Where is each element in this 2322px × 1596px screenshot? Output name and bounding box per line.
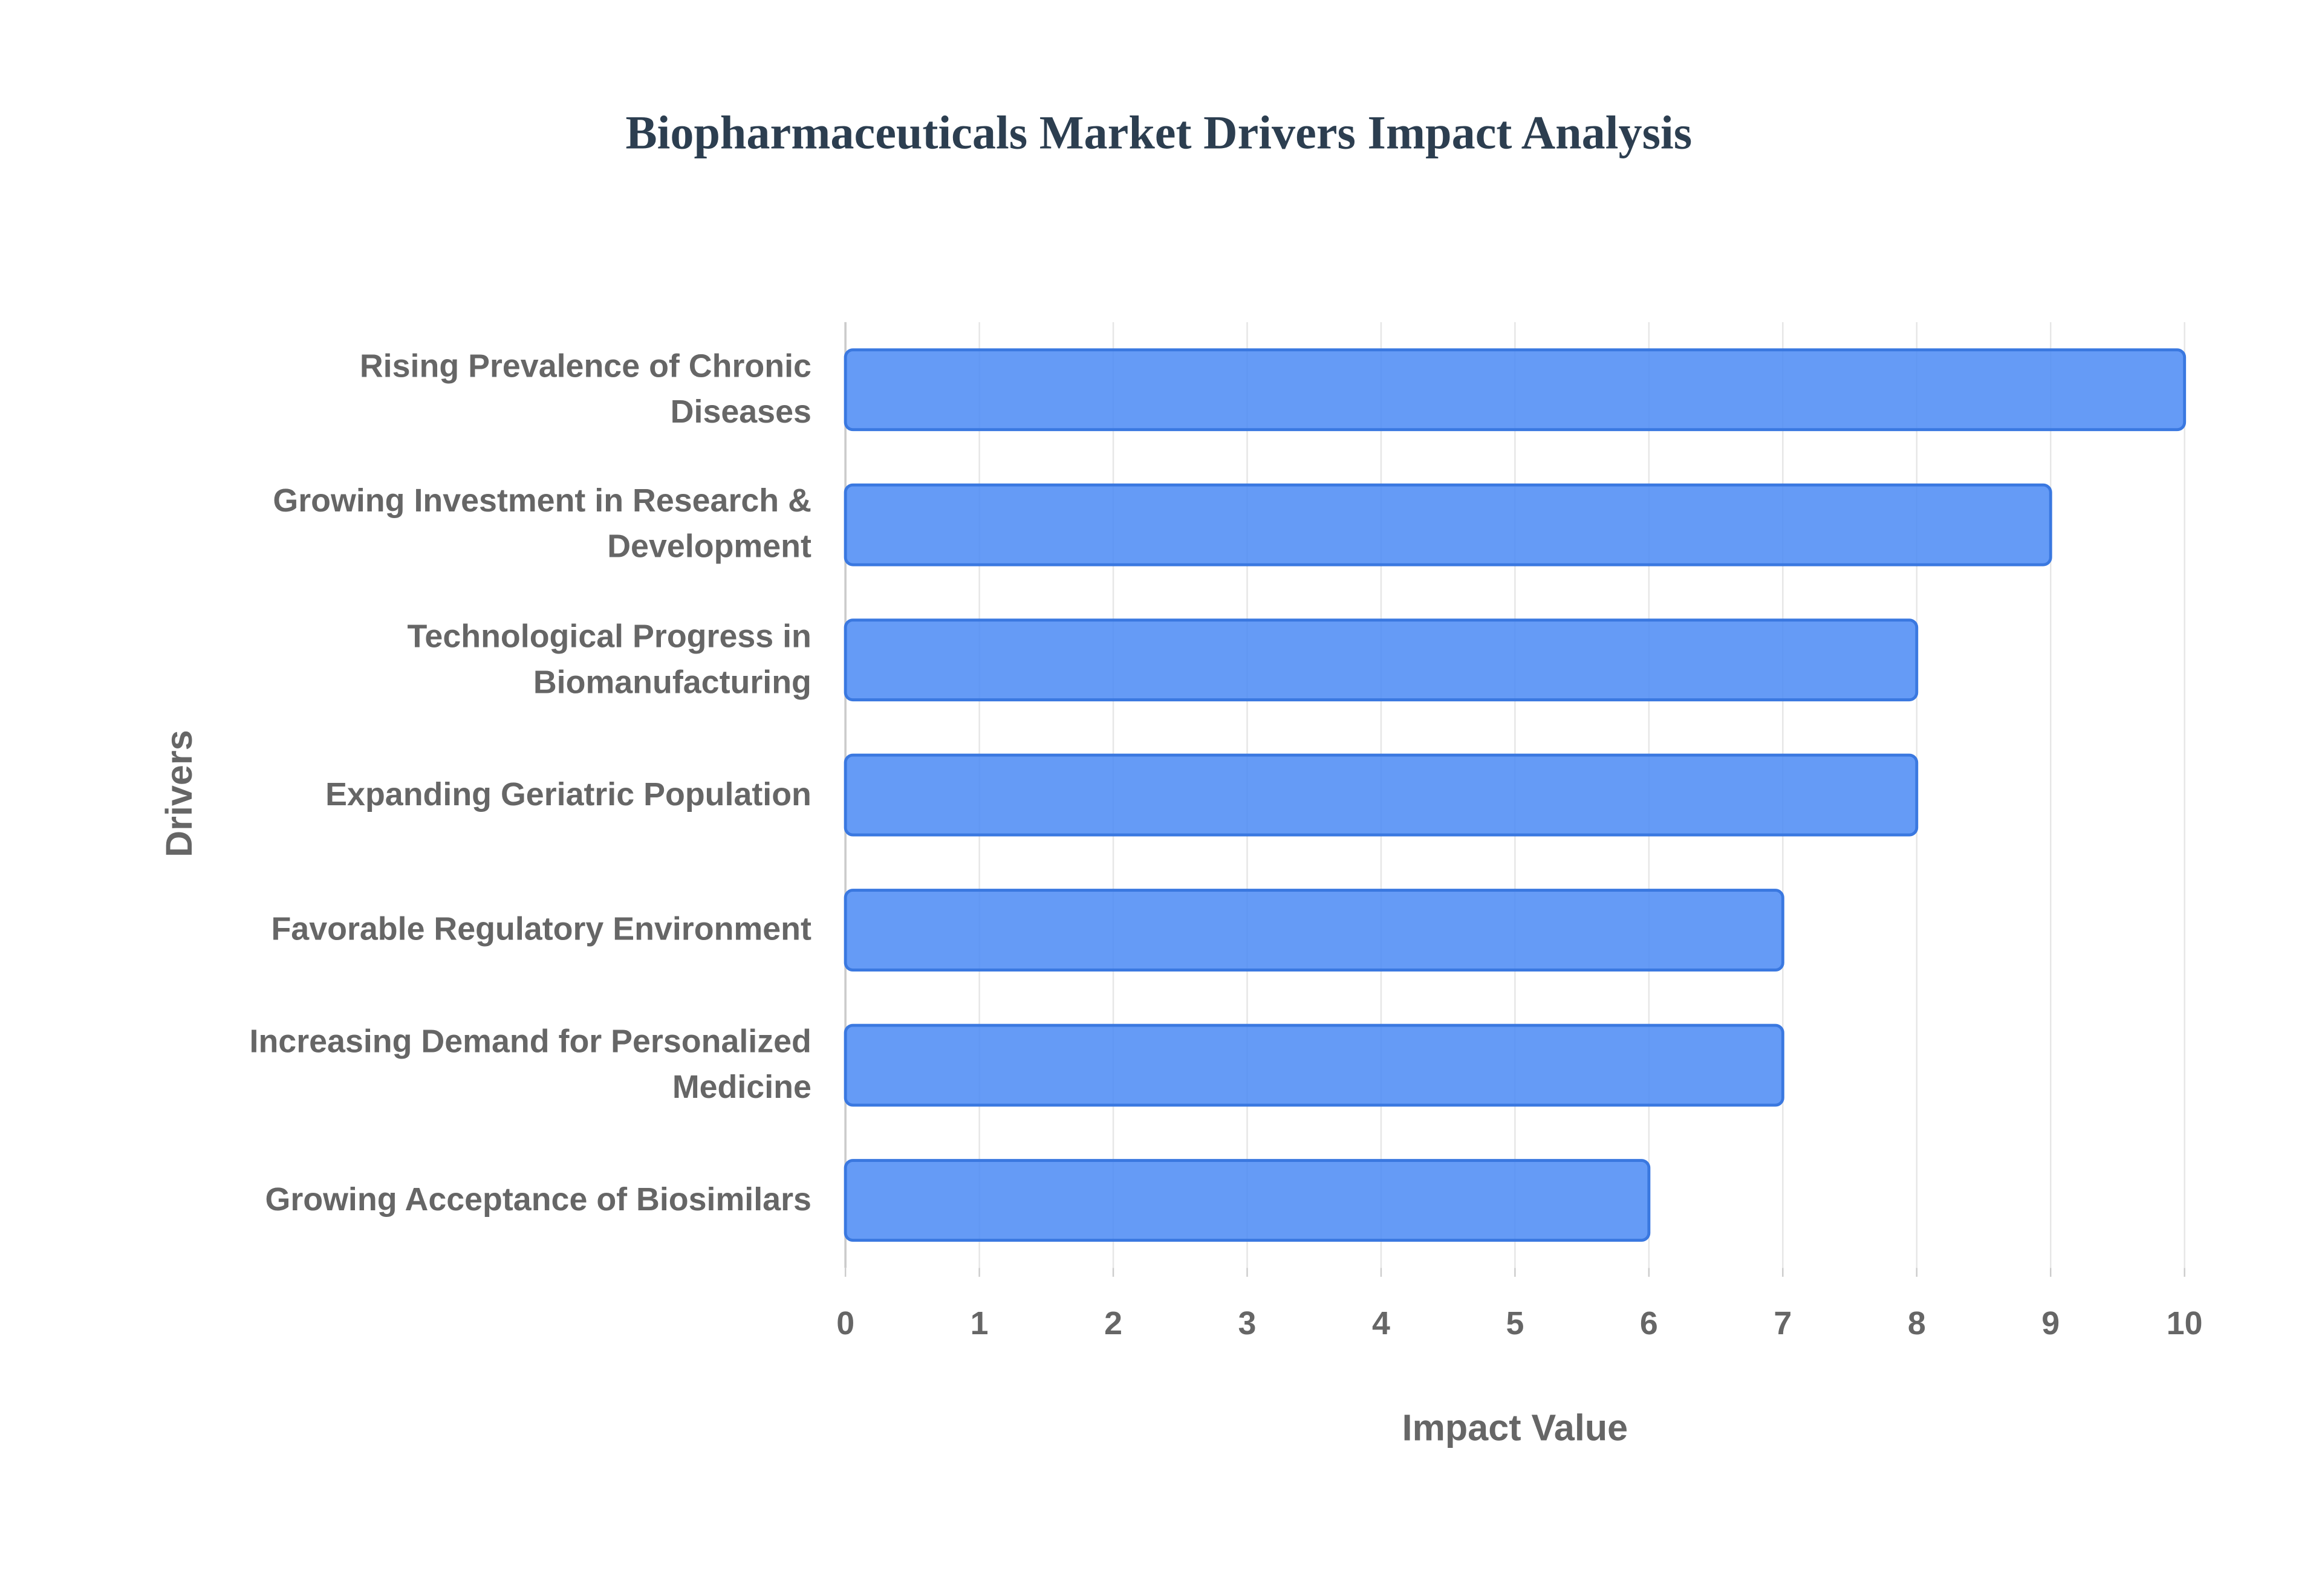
x-tick-label: 6 bbox=[1640, 1305, 1658, 1341]
bar bbox=[844, 1159, 1651, 1242]
bar bbox=[844, 1023, 1784, 1107]
x-tick-label: 5 bbox=[1506, 1305, 1524, 1341]
bar bbox=[844, 348, 2187, 432]
x-tick-label: 1 bbox=[971, 1305, 989, 1341]
y-axis-title: Drivers bbox=[158, 730, 200, 857]
y-tick-label-box: Technological Progress in Biomanufacturi… bbox=[407, 617, 811, 700]
x-tick-label: 10 bbox=[2167, 1305, 2203, 1341]
x-tick-label: 3 bbox=[1238, 1305, 1257, 1341]
y-tick-label-box: Increasing Demand for Personalized Medic… bbox=[249, 1022, 811, 1106]
y-tick-label: Increasing Demand for Personalized Medic… bbox=[249, 1022, 811, 1106]
y-tick-label: Technological Progress in Biomanufacturi… bbox=[407, 617, 811, 700]
x-axis-title: Impact Value bbox=[1402, 1407, 1628, 1448]
x-tick-label: 2 bbox=[1104, 1305, 1122, 1341]
x-tick-label: 9 bbox=[2041, 1305, 2060, 1341]
y-tick-label-box: Favorable Regulatory Environment bbox=[271, 910, 811, 947]
y-tick-label-box: Growing Acceptance of Biosimilars bbox=[265, 1180, 811, 1218]
bar bbox=[844, 889, 1784, 972]
y-tick-label-box: Expanding Geriatric Population bbox=[325, 775, 811, 813]
y-tick-label: Expanding Geriatric Population bbox=[325, 775, 811, 813]
bar bbox=[844, 753, 1919, 837]
y-tick-label: Rising Prevalence of Chronic Diseases bbox=[359, 347, 811, 430]
y-tick-label: Growing Investment in Research & Develop… bbox=[273, 482, 811, 565]
x-tick-label: 4 bbox=[1372, 1305, 1390, 1341]
x-tick-label: 0 bbox=[836, 1305, 854, 1341]
chart-title: Biopharmaceuticals Market Drivers Impact… bbox=[625, 106, 1692, 158]
bar bbox=[844, 483, 2052, 566]
y-tick-label-box: Rising Prevalence of Chronic Diseases bbox=[359, 347, 811, 430]
bar bbox=[844, 618, 1919, 702]
x-tick-label: 8 bbox=[1908, 1305, 1926, 1341]
x-tick-label: 7 bbox=[1774, 1305, 1792, 1341]
y-tick-label: Favorable Regulatory Environment bbox=[271, 910, 811, 947]
y-tick-label-box: Growing Investment in Research & Develop… bbox=[273, 482, 811, 565]
y-tick-label: Growing Acceptance of Biosimilars bbox=[265, 1180, 811, 1218]
